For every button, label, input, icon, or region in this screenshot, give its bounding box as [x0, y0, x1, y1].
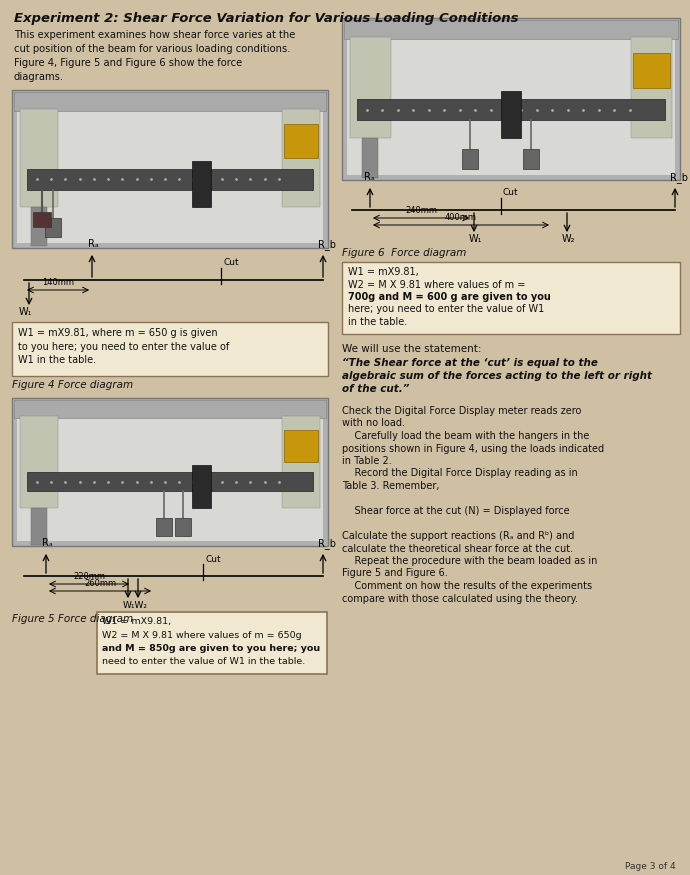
- Text: W1 = mX9.81,: W1 = mX9.81,: [348, 267, 419, 277]
- Bar: [347, 23, 675, 175]
- Bar: [357, 99, 665, 120]
- Bar: [14, 400, 326, 417]
- Bar: [12, 398, 328, 546]
- Text: Shear force at the cut (N) = Displayed force: Shear force at the cut (N) = Displayed f…: [342, 506, 570, 516]
- Text: Figure 5 and Figure 6.: Figure 5 and Figure 6.: [342, 569, 448, 578]
- Bar: [350, 38, 391, 138]
- Bar: [633, 52, 670, 88]
- Bar: [282, 416, 320, 508]
- Bar: [20, 109, 58, 206]
- Text: Check the Digital Force Display meter reads zero: Check the Digital Force Display meter re…: [342, 406, 582, 416]
- Text: Experiment 2: Shear Force Variation for Various Loading Conditions: Experiment 2: Shear Force Variation for …: [14, 12, 518, 25]
- Text: Calculate the support reactions (Rₐ and Rᵇ) and: Calculate the support reactions (Rₐ and …: [342, 531, 574, 541]
- Bar: [175, 518, 190, 536]
- Text: here; you need to enter the value of W1: here; you need to enter the value of W1: [348, 304, 544, 314]
- Text: Rₐ: Rₐ: [88, 239, 99, 249]
- Text: 260mm: 260mm: [84, 579, 116, 588]
- Bar: [362, 138, 378, 178]
- Text: 700g and M = 600 g are given to you: 700g and M = 600 g are given to you: [348, 292, 551, 302]
- Bar: [33, 212, 51, 227]
- Text: Carefully load the beam with the hangers in the: Carefully load the beam with the hangers…: [342, 431, 589, 441]
- Text: W₁W₂: W₁W₂: [123, 601, 148, 610]
- Text: Cut: Cut: [206, 555, 221, 564]
- Bar: [284, 430, 318, 462]
- Text: Repeat the procedure with the beam loaded as in: Repeat the procedure with the beam loade…: [342, 556, 598, 566]
- Text: W₁: W₁: [19, 307, 32, 317]
- Bar: [282, 109, 320, 206]
- Text: W1 = mX9.81,: W1 = mX9.81,: [102, 617, 171, 626]
- Text: W2 = M X 9.81 where values of m = 650g: W2 = M X 9.81 where values of m = 650g: [102, 631, 302, 640]
- Bar: [156, 518, 172, 536]
- Text: need to enter the value of W1 in the table.: need to enter the value of W1 in the tab…: [102, 657, 305, 667]
- Text: Cut: Cut: [224, 258, 239, 267]
- Text: W1 = mX9.81, where m = 650 g is given
to you here; you need to enter the value o: W1 = mX9.81, where m = 650 g is given to…: [18, 328, 229, 365]
- Text: Figure 6  Force diagram: Figure 6 Force diagram: [342, 248, 466, 258]
- Text: Figure 4 Force diagram: Figure 4 Force diagram: [12, 380, 133, 390]
- Bar: [20, 416, 58, 508]
- Bar: [17, 95, 323, 243]
- Text: positions shown in Figure 4, using the loads indicated: positions shown in Figure 4, using the l…: [342, 444, 604, 453]
- Bar: [462, 150, 478, 169]
- Text: Page 3 of 4: Page 3 of 4: [625, 862, 676, 871]
- Text: in Table 2.: in Table 2.: [342, 456, 392, 466]
- Text: in the table.: in the table.: [348, 317, 407, 327]
- Text: and M = 850g are given to you here; you: and M = 850g are given to you here; you: [102, 644, 320, 653]
- Bar: [45, 218, 61, 237]
- Bar: [501, 91, 521, 138]
- Bar: [192, 161, 211, 206]
- Bar: [27, 169, 313, 190]
- Bar: [31, 507, 46, 544]
- Bar: [192, 465, 211, 507]
- Text: Table 3. Remember,: Table 3. Remember,: [342, 481, 440, 491]
- Bar: [342, 18, 680, 180]
- Bar: [12, 322, 328, 376]
- Bar: [12, 90, 328, 248]
- Text: with no load.: with no load.: [342, 418, 405, 429]
- Bar: [31, 206, 46, 247]
- Bar: [97, 612, 327, 674]
- Text: W₁: W₁: [469, 234, 482, 244]
- Text: W₂: W₂: [562, 234, 575, 244]
- Bar: [27, 472, 313, 491]
- Text: 240mm: 240mm: [405, 206, 437, 215]
- Text: This experiment examines how shear force varies at the
cut position of the beam : This experiment examines how shear force…: [14, 30, 295, 82]
- Text: Figure 5 Force diagram: Figure 5 Force diagram: [12, 614, 133, 624]
- Text: 220mm: 220mm: [73, 572, 105, 581]
- Text: R_b: R_b: [318, 239, 336, 250]
- Bar: [284, 123, 318, 158]
- Text: Rₐ: Rₐ: [42, 538, 52, 548]
- Text: compare with those calculated using the theory.: compare with those calculated using the …: [342, 593, 578, 604]
- Text: We will use the statement:: We will use the statement:: [342, 344, 482, 354]
- Text: W2 = M X 9.81 where values of m =: W2 = M X 9.81 where values of m =: [348, 279, 525, 290]
- Text: Record the Digital Force Display reading as in: Record the Digital Force Display reading…: [342, 468, 578, 479]
- Text: Rₐ: Rₐ: [364, 172, 375, 182]
- Text: “The Shear force at the ‘cut’ is equal to the
algebraic sum of the forces acting: “The Shear force at the ‘cut’ is equal t…: [342, 358, 652, 395]
- Bar: [342, 262, 680, 334]
- Bar: [17, 403, 323, 541]
- Bar: [631, 38, 672, 138]
- Text: 400mm: 400mm: [445, 213, 477, 222]
- Bar: [14, 92, 326, 111]
- Text: Cut: Cut: [502, 188, 518, 197]
- Text: Comment on how the results of the experiments: Comment on how the results of the experi…: [342, 581, 592, 591]
- Text: calculate the theoretical shear force at the cut.: calculate the theoretical shear force at…: [342, 543, 573, 554]
- Text: 140mm: 140mm: [42, 278, 74, 287]
- Text: R_b: R_b: [670, 172, 688, 183]
- Bar: [344, 20, 678, 39]
- Text: R_b: R_b: [318, 538, 336, 549]
- Bar: [523, 150, 540, 169]
